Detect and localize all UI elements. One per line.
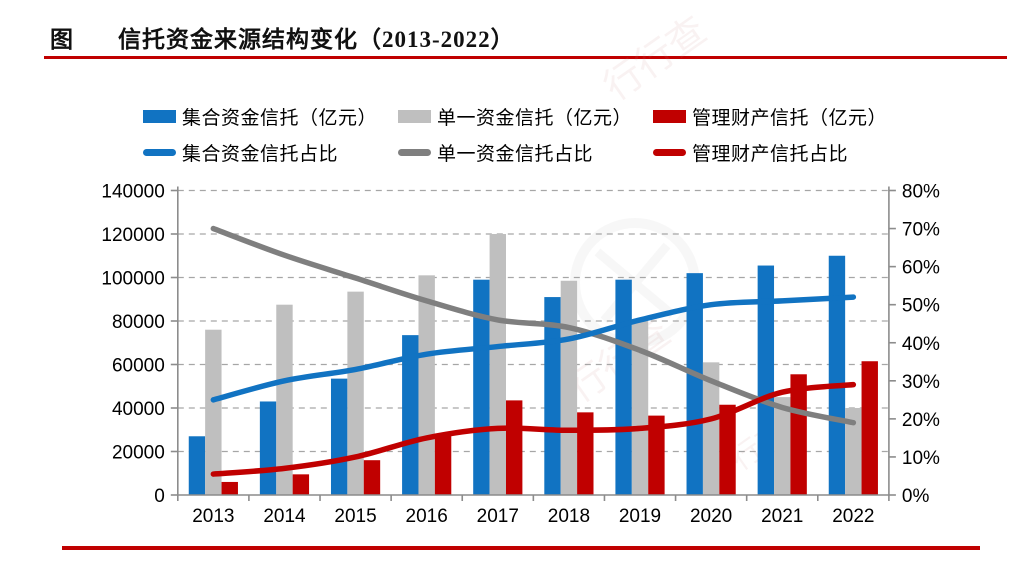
bars-collective bbox=[188, 255, 846, 495]
bar-property-2017 bbox=[505, 400, 523, 495]
bar-single-2022 bbox=[845, 408, 862, 495]
left-axis-tick-label: 80000 bbox=[112, 312, 165, 333]
legend-swatch-property-bar bbox=[653, 109, 686, 123]
bar-collective-2021 bbox=[757, 265, 775, 495]
axes bbox=[170, 186, 896, 501]
line-single-ratio bbox=[210, 225, 857, 426]
legend-swatch-collective-line bbox=[143, 148, 176, 156]
legend-label-property-line: 管理财产信托占比 bbox=[692, 143, 849, 165]
line-collective-ratio bbox=[210, 294, 857, 403]
legend-swatch-single-line bbox=[398, 148, 431, 156]
legend-swatch-property-line bbox=[653, 148, 686, 156]
bar-collective-2018 bbox=[544, 297, 561, 495]
right-axis-tick-label: 0% bbox=[902, 486, 930, 507]
bar-collective-2016 bbox=[402, 335, 419, 495]
year-label-2018: 2018 bbox=[548, 506, 590, 527]
year-label-2015: 2015 bbox=[334, 506, 376, 527]
bar-property-2015 bbox=[363, 460, 381, 495]
bar-single-2014 bbox=[276, 304, 293, 495]
year-label-2021: 2021 bbox=[761, 506, 803, 527]
left-axis-tick-label: 100000 bbox=[101, 269, 164, 290]
line-property-ratio bbox=[210, 381, 857, 477]
bar-single-2017 bbox=[489, 234, 506, 495]
legend-item-collective-bar: 集合资金信托（亿元） bbox=[143, 103, 398, 130]
legend-item-property-line: 管理财产信托占比 bbox=[653, 139, 908, 166]
axis-labels: 0 20000 40000 60000 80000 100000 120000 140000 0… bbox=[101, 182, 940, 528]
bar-collective-2015 bbox=[330, 378, 348, 495]
right-axis-tick-label: 50% bbox=[902, 296, 940, 317]
right-axis-tick-label: 80% bbox=[902, 182, 940, 203]
bar-single-2015 bbox=[347, 291, 364, 495]
bar-single-2016 bbox=[418, 275, 435, 495]
legend-row-lines: 集合资金信托占比 单一资金信托占比 管理财产信托占比 bbox=[143, 134, 923, 170]
year-label-2022: 2022 bbox=[832, 506, 874, 527]
chart-title-row: 图 信托资金来源结构变化（2013-2022） bbox=[50, 20, 515, 54]
legend: 集合资金信托（亿元） 单一资金信托（亿元） 管理财产信托（亿元） 集合资金信托占… bbox=[143, 98, 923, 170]
right-axis-tick-label: 10% bbox=[902, 448, 940, 469]
bar-single-2021 bbox=[774, 397, 791, 495]
bar-single-2018 bbox=[560, 280, 578, 495]
bottom-rule bbox=[62, 546, 980, 550]
bar-collective-2013 bbox=[188, 436, 206, 495]
left-axis-tick-label: 20000 bbox=[112, 443, 165, 464]
legend-label-single-line: 单一资金信托占比 bbox=[437, 143, 594, 165]
bar-property-2019 bbox=[648, 415, 665, 495]
legend-item-single-line: 单一资金信托占比 bbox=[398, 139, 653, 166]
left-axis-tick-label: 0 bbox=[154, 486, 165, 507]
left-axis-tick-label: 40000 bbox=[112, 399, 165, 420]
page-title: 信托资金来源结构变化（2013-2022） bbox=[118, 27, 515, 52]
right-axis-tick-label: 20% bbox=[902, 410, 940, 431]
legend-swatch-single-bar bbox=[398, 109, 431, 123]
left-axis-tick-label: 140000 bbox=[101, 182, 164, 203]
legend-label-property-bar: 管理财产信托（亿元） bbox=[692, 107, 888, 129]
right-axis-tick-label: 40% bbox=[902, 334, 940, 355]
year-label-2014: 2014 bbox=[263, 506, 306, 527]
bar-property-2014 bbox=[292, 474, 310, 495]
bar-collective-2020 bbox=[686, 273, 703, 495]
year-label-2019: 2019 bbox=[619, 506, 661, 527]
right-axis-tick-label: 70% bbox=[902, 220, 940, 241]
bar-collective-2022 bbox=[828, 255, 846, 495]
bar-property-2018 bbox=[577, 412, 594, 495]
bar-single-2020 bbox=[702, 362, 720, 495]
left-axis-tick-label: 120000 bbox=[101, 225, 164, 246]
bar-single-2019 bbox=[631, 321, 649, 495]
bar-collective-2019 bbox=[615, 279, 632, 495]
bars-property bbox=[221, 361, 878, 495]
legend-row-bars: 集合资金信托（亿元） 单一资金信托（亿元） 管理财产信托（亿元） bbox=[143, 98, 923, 134]
legend-label-single-bar: 单一资金信托（亿元） bbox=[437, 107, 633, 129]
legend-item-single-bar: 单一资金信托（亿元） bbox=[398, 103, 653, 130]
year-label-2017: 2017 bbox=[477, 506, 519, 527]
left-axis-tick-label: 60000 bbox=[112, 356, 165, 377]
bar-property-2022 bbox=[861, 361, 878, 495]
legend-item-collective-line: 集合资金信托占比 bbox=[143, 139, 398, 166]
year-label-2013: 2013 bbox=[192, 506, 234, 527]
legend-label-collective-line: 集合资金信托占比 bbox=[182, 143, 339, 165]
bar-single-2013 bbox=[205, 329, 222, 495]
bar-property-2013 bbox=[221, 481, 238, 495]
right-axis-tick-label: 30% bbox=[902, 372, 940, 393]
legend-swatch-collective-bar bbox=[143, 109, 176, 123]
right-axis-tick-label: 60% bbox=[902, 258, 940, 279]
bar-property-2020 bbox=[719, 404, 736, 495]
title-prefix: 图 bbox=[50, 27, 74, 52]
bar-collective-2017 bbox=[473, 279, 490, 495]
year-label-2020: 2020 bbox=[690, 506, 732, 527]
year-label-2016: 2016 bbox=[406, 506, 448, 527]
legend-label-collective-bar: 集合资金信托（亿元） bbox=[182, 107, 378, 129]
legend-item-property-bar: 管理财产信托（亿元） bbox=[653, 103, 908, 130]
top-rule bbox=[44, 56, 1007, 59]
bar-collective-2014 bbox=[259, 401, 277, 495]
bar-property-2016 bbox=[434, 435, 452, 495]
bar-property-2021 bbox=[790, 374, 807, 495]
